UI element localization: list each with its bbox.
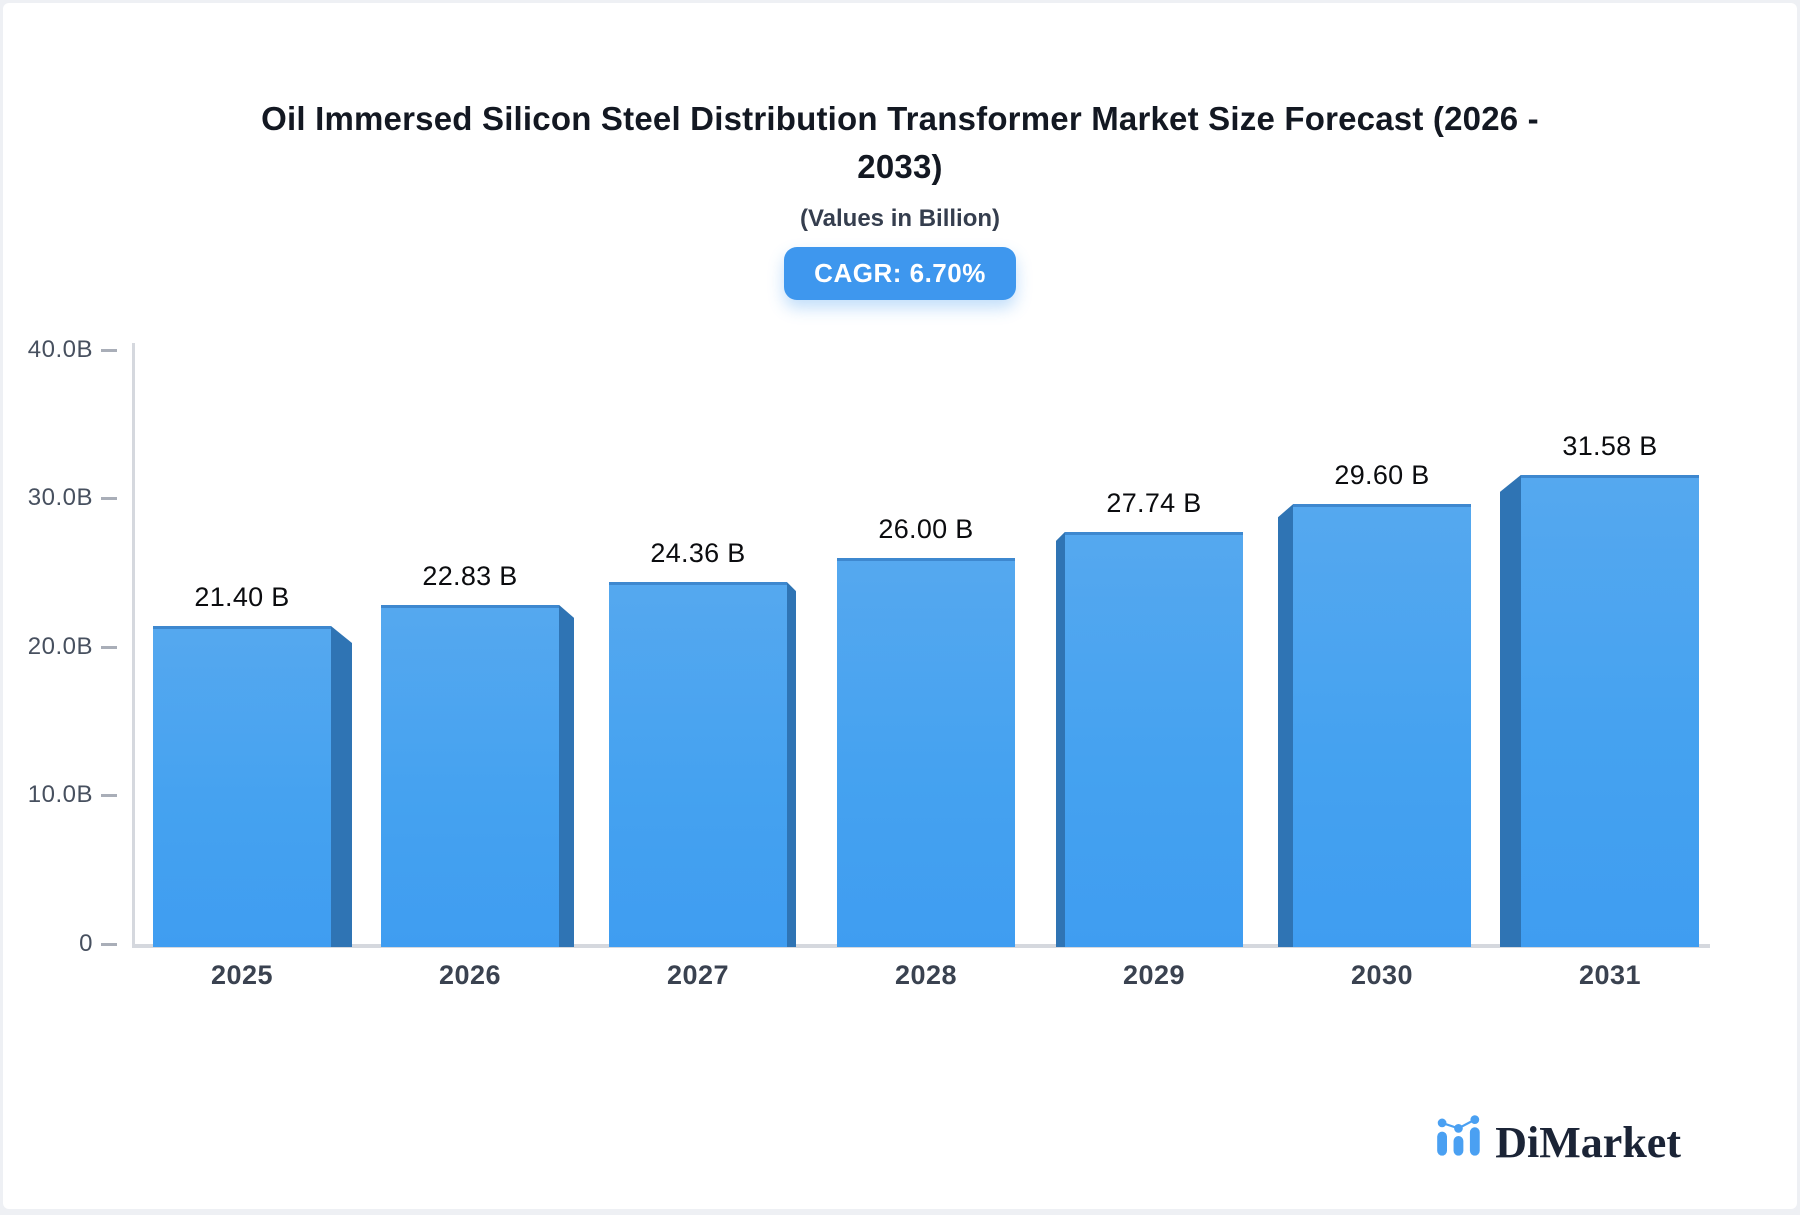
bar-value-label-2027: 24.36 B [650, 538, 746, 569]
y-tick-mark [101, 497, 117, 501]
x-tick-label-2025: 2025 [210, 960, 274, 990]
bar-side-2026 [559, 604, 574, 947]
x-tick-label-2026: 2026 [438, 960, 502, 990]
bar-2029[interactable] [1065, 531, 1243, 947]
y-axis-line [132, 343, 135, 947]
bar-2025[interactable] [153, 626, 331, 947]
x-tick-label-2030: 2030 [1350, 960, 1414, 990]
bar-2026[interactable] [381, 604, 559, 947]
y-tick-mark [101, 348, 117, 352]
y-tick-label: 30.0B [27, 484, 93, 512]
x-tick-label-2027: 2027 [666, 960, 730, 990]
bar-value-label-2031: 31.58 B [1562, 430, 1658, 461]
chart-card: Oil Immersed Silicon Steel Distribution … [3, 3, 1797, 1209]
bar-side-2030 [1278, 504, 1293, 947]
bar-2030[interactable] [1293, 504, 1471, 947]
y-tick-mark [101, 794, 117, 798]
x-tick-label-2029: 2029 [1122, 960, 1186, 990]
brand-logo: DiMarket [1435, 1114, 1681, 1167]
y-tick-mark [101, 645, 117, 649]
bar-2031[interactable] [1521, 474, 1699, 947]
x-tick-label-2028: 2028 [894, 960, 958, 990]
chart-header: Oil Immersed Silicon Steel Distribution … [3, 95, 1797, 300]
y-tick-label: 10.0B [27, 781, 93, 809]
y-tick-label: 20.0B [27, 632, 93, 660]
brand-name: DiMarket [1495, 1118, 1681, 1167]
chart-title-line-1: Oil Immersed Silicon Steel Distribution … [261, 100, 1539, 137]
bar-value-label-2025: 21.40 B [194, 582, 290, 613]
bar-value-label-2028: 26.00 B [878, 513, 974, 544]
x-tick-label-2031: 2031 [1578, 960, 1642, 990]
bar-side-2025 [331, 626, 352, 947]
bar-2027[interactable] [609, 582, 787, 947]
bar-value-label-2029: 27.74 B [1106, 487, 1202, 518]
bar-chart-logo-icon [1435, 1114, 1483, 1163]
bar-value-label-2030: 29.60 B [1334, 460, 1430, 491]
y-tick-label: 0 [79, 930, 93, 957]
bar-side-2027 [787, 582, 796, 947]
bar-side-2029 [1056, 531, 1065, 947]
bar-value-label-2026: 22.83 B [422, 560, 518, 591]
chart-title-line-2: 2033) [857, 148, 943, 185]
cagr-badge: CAGR: 6.70% [784, 247, 1016, 300]
bar-side-2031 [1500, 474, 1521, 947]
y-tick-mark [101, 943, 117, 946]
chart-subtitle: (Values in Billion) [799, 205, 1001, 232]
bar-chart-plot-area: 40.0B 30.0B 20.0B 10.0B 0 21.40 B 2025 22.83 B 2… [3, 3, 1800, 1215]
y-tick-label: 40.0B [27, 335, 93, 363]
bar-2028[interactable] [837, 557, 1015, 947]
